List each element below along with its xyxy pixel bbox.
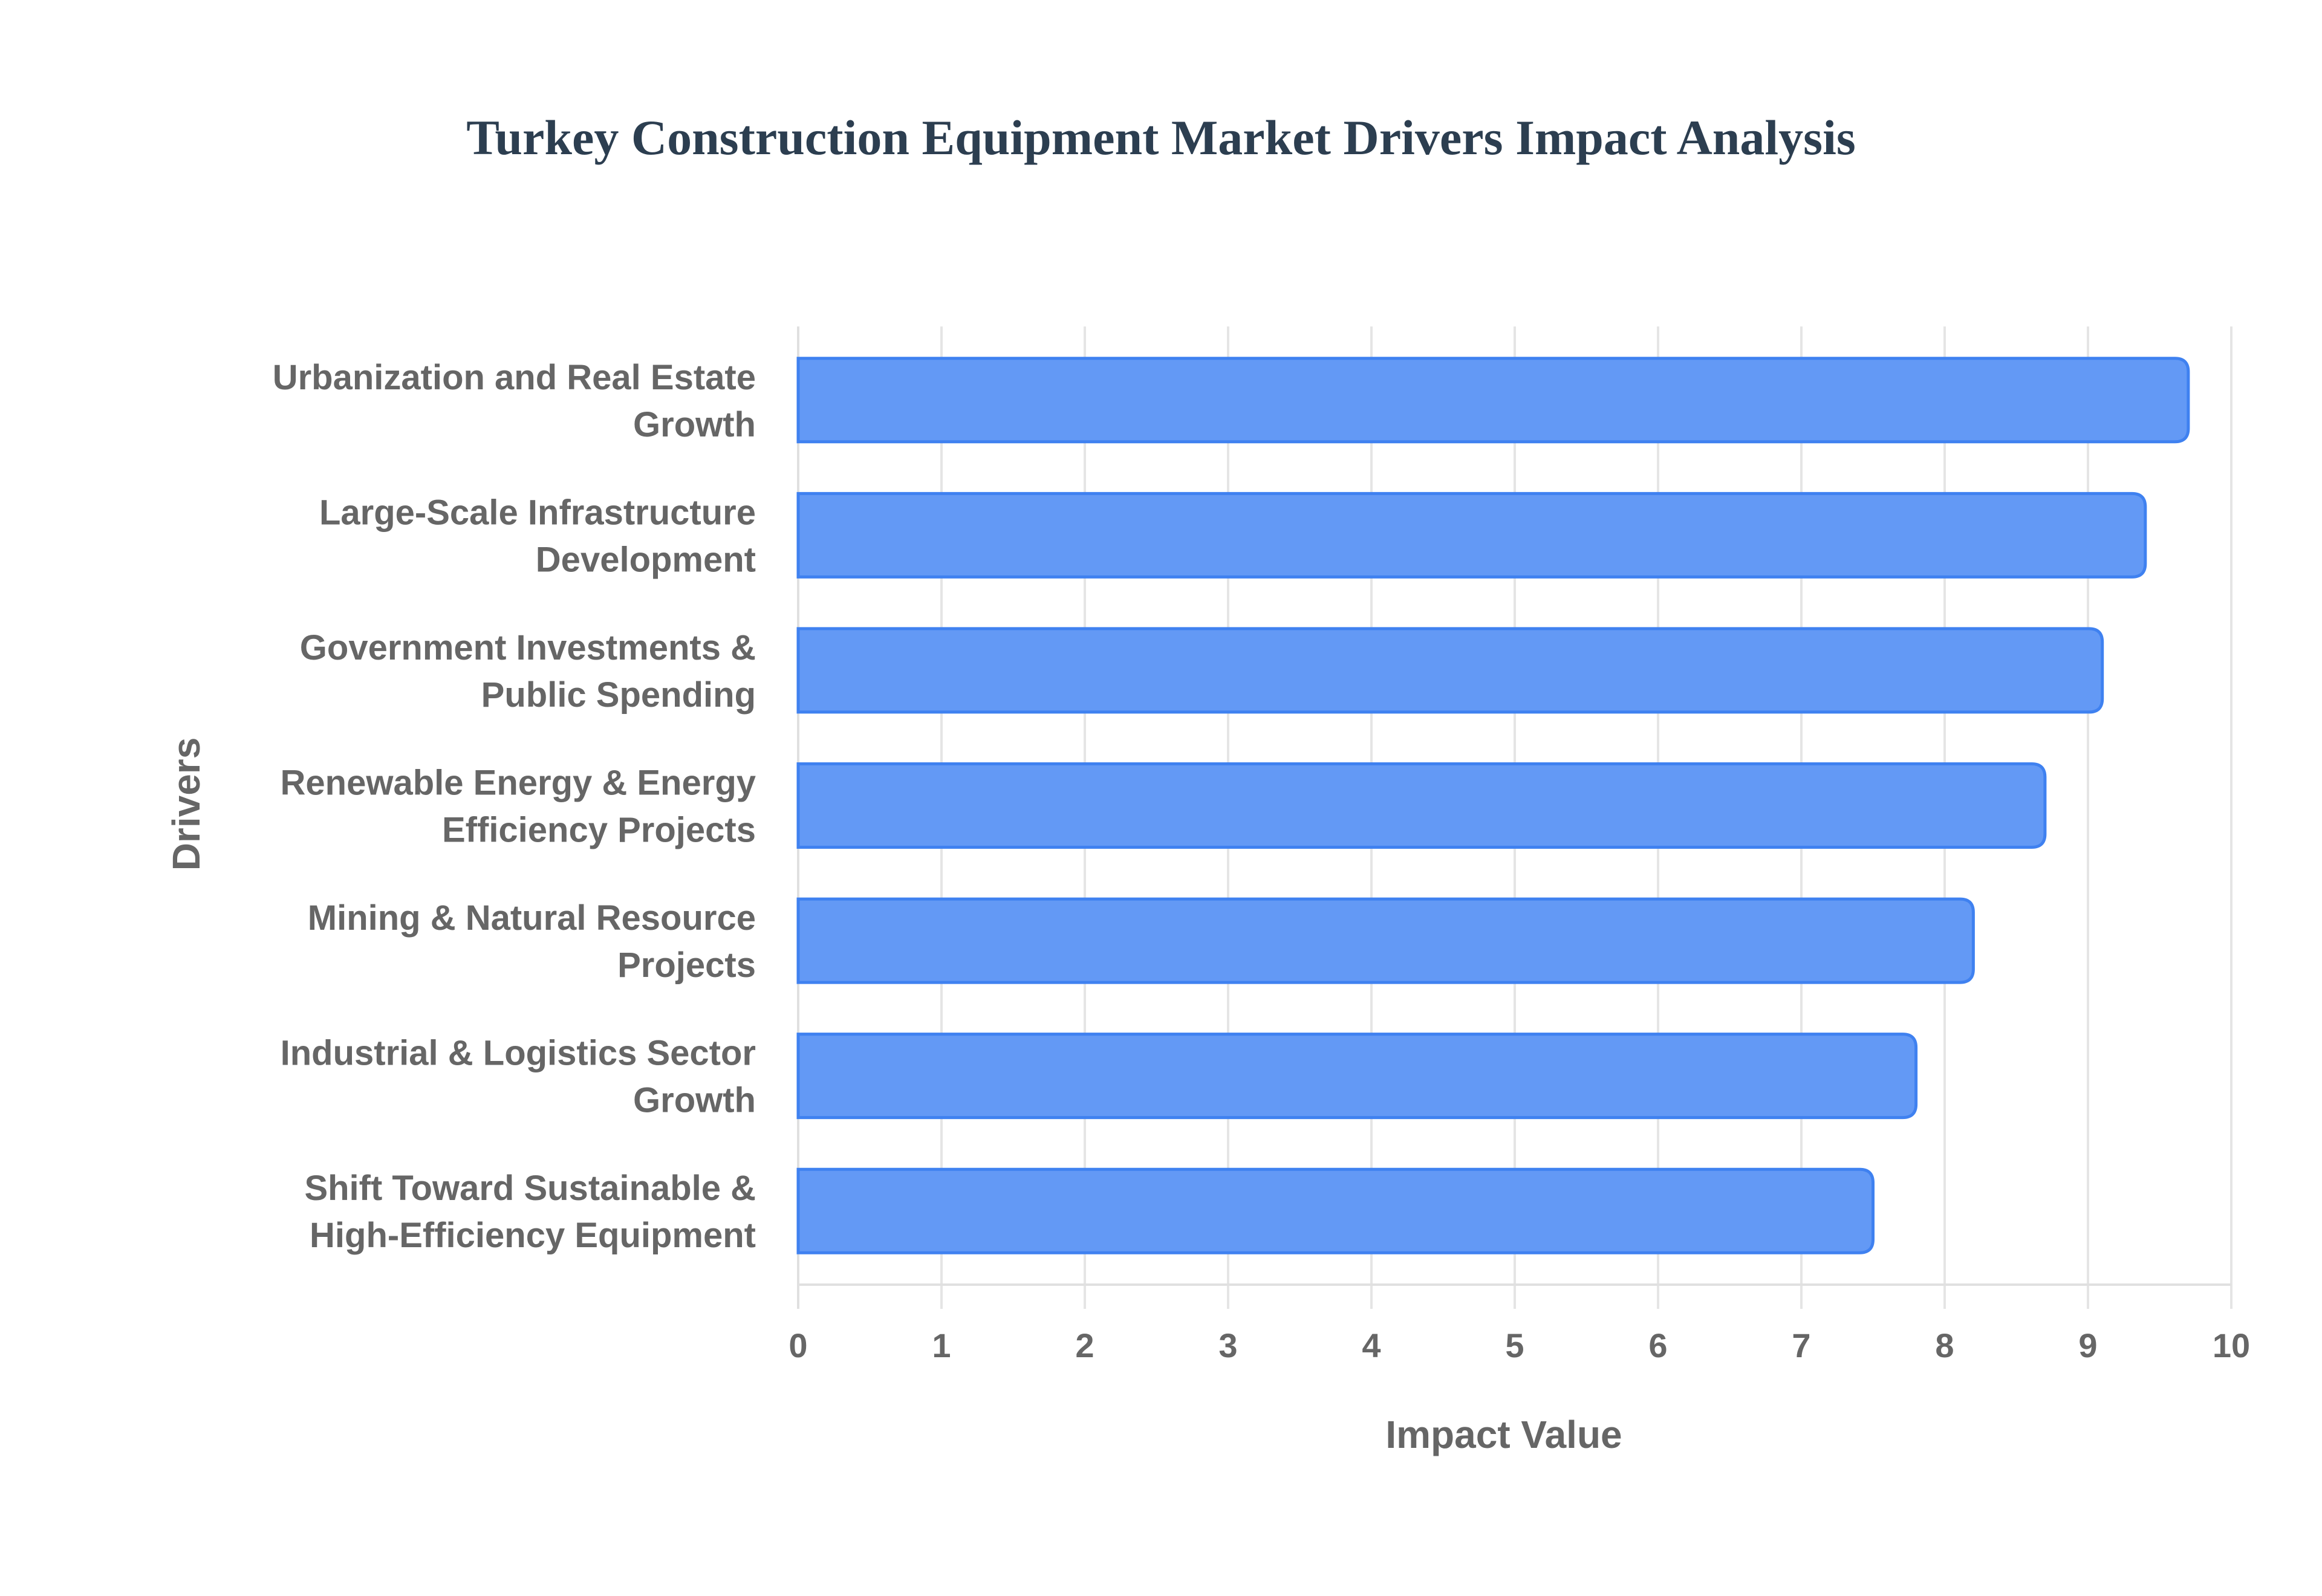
y-category-label: Renewable Energy & Energy Efficiency Proj… [281,764,756,850]
bar[interactable] [796,1033,1918,1120]
x-tick-label: 5 [1505,1326,1524,1364]
bar[interactable] [796,627,2104,714]
x-tick-label: 0 [789,1326,807,1364]
y-category-label: Urbanization and Real Estate Growth [273,358,756,444]
x-tick-label: 9 [2078,1326,2097,1364]
x-tick-label: 2 [1075,1326,1094,1364]
bar[interactable] [796,897,1975,984]
y-axis-title: Drivers [164,738,208,871]
x-axis-tick-labels: 0 1 2 3 4 5 6 7 8 9 10 [789,1326,2250,1364]
x-tick-label: 10 [2213,1326,2250,1364]
y-category-label: Shift Toward Sustainable & High-Efficienc… [304,1169,756,1255]
bars [796,357,2190,1254]
y-category-label: Mining & Natural Resource Projects [308,898,756,985]
y-category-label: Government Investments & Public Spending [300,628,756,715]
y-category-label: Large-Scale Infrastructure Development [319,493,756,579]
x-tick-label: 6 [1648,1326,1667,1364]
bar[interactable] [796,357,2190,444]
bar[interactable] [796,491,2147,579]
x-tick-label: 4 [1362,1326,1381,1364]
y-category-label: Industrial & Logistics Sector Growth [281,1034,756,1120]
bar[interactable] [796,762,2047,849]
x-tick-label: 1 [932,1326,951,1364]
x-axis-title: Impact Value [1385,1413,1622,1456]
bar[interactable] [796,1167,1875,1254]
x-tick-label: 8 [1935,1326,1954,1364]
x-tick-label: 7 [1792,1326,1810,1364]
x-tick-label: 3 [1218,1326,1237,1364]
y-axis-category-labels: Urbanization and Real Estate Growth Large-… [273,358,756,1255]
chart-title: Turkey Construction Equipment Market Dri… [466,110,1856,165]
